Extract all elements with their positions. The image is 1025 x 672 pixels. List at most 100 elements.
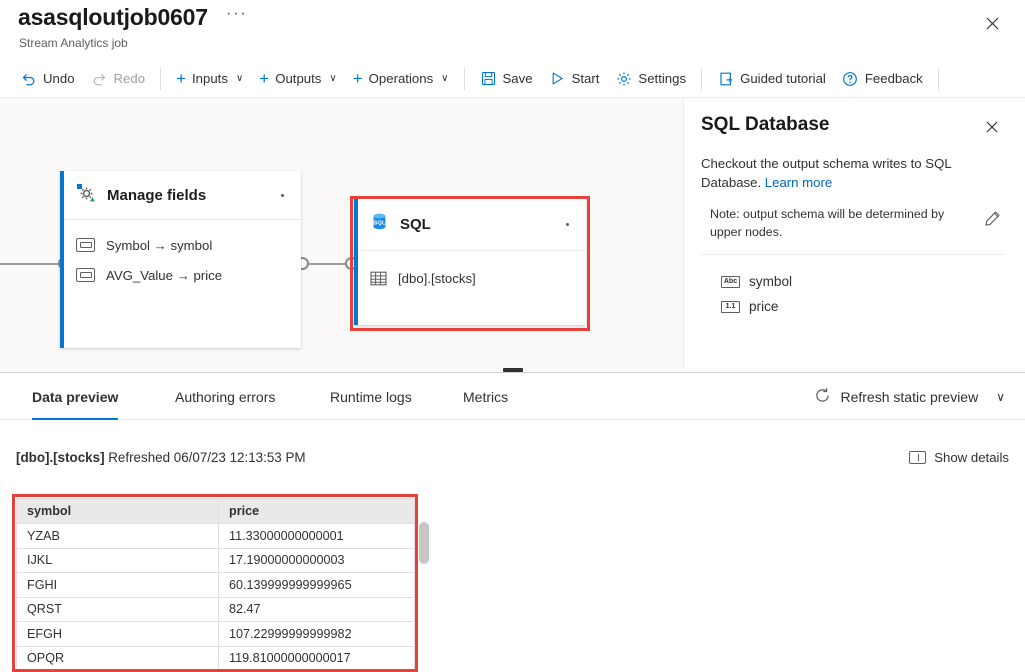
toolbar-separator (463, 67, 465, 90)
refresh-static-preview-button[interactable]: Refresh static preview ∨ (810, 381, 1009, 412)
table-header-row: symbol price (16, 498, 415, 524)
panel-close-button[interactable] (979, 114, 1005, 140)
refresh-icon (814, 387, 831, 407)
gear-icon (615, 70, 632, 87)
cell-symbol: OPQR (16, 645, 219, 671)
node-body: Symbol → symbol AVG_Value → price (60, 219, 301, 302)
cell-price: 60.139999999999965 (218, 572, 415, 598)
show-details-button[interactable]: Show details (909, 450, 1009, 465)
field-icon (76, 268, 95, 282)
edit-schema-button[interactable] (979, 205, 1005, 231)
tab-label: Data preview (32, 388, 119, 405)
question-circle-icon (842, 70, 859, 87)
job-diagram-canvas[interactable]: Manage fields Symbol → symbol AVG_Value … (0, 98, 683, 368)
more-options-button[interactable]: ··· (225, 2, 248, 22)
node-accent-bar (60, 171, 64, 348)
manage-fields-icon (76, 183, 96, 208)
table-row[interactable]: OPQR 119.81000000000017 (16, 645, 415, 671)
schema-field-label: symbol (749, 274, 793, 289)
inputs-button[interactable]: + Inputs ∨ (168, 64, 251, 94)
panel-description: Checkout the output schema writes to SQL… (701, 154, 997, 192)
panel-note-text: Note: output schema will be determined b… (710, 207, 945, 239)
page-title: asasqloutjob0607 (18, 4, 208, 30)
show-details-icon (909, 451, 927, 464)
table-row[interactable]: EFGH 107.22999999999982 (16, 621, 415, 647)
save-button[interactable]: Save (472, 64, 541, 94)
table-row[interactable]: YZAB 11.33000000000001 (16, 523, 415, 549)
close-blade-button[interactable] (977, 8, 1007, 38)
play-icon (549, 70, 566, 87)
node-header: Manage fields (60, 171, 301, 219)
guided-tutorial-button[interactable]: Guided tutorial (709, 64, 834, 94)
preview-table-name: [dbo].[stocks] (16, 450, 105, 465)
table-row[interactable]: IJKL 17.19000000000003 (16, 547, 415, 573)
float-type-icon: 1.1 (721, 300, 740, 313)
connector-line-middle (308, 263, 348, 265)
column-header-price[interactable]: price (218, 498, 415, 524)
cell-symbol: FGHI (16, 572, 219, 598)
page-subtitle: Stream Analytics job (19, 36, 128, 50)
node-sql-output[interactable]: SQL SQL [dbo].[stocks] (354, 198, 586, 325)
table-vertical-scrollbar-thumb[interactable] (419, 522, 429, 564)
toolbar-separator (937, 67, 939, 90)
table-row[interactable]: QRST 82.47 (16, 596, 415, 622)
schema-field-price[interactable]: 1.1 price (721, 294, 1005, 319)
plus-icon: + (176, 69, 186, 88)
node-more-options-button[interactable] (271, 182, 293, 208)
settings-label: Settings (638, 71, 687, 86)
tab-authoring-errors[interactable]: Authoring errors (175, 373, 275, 420)
guided-tutorial-label: Guided tutorial (740, 71, 826, 86)
node-field-row[interactable]: AVG_Value → price (76, 260, 301, 290)
outputs-label: Outputs (275, 71, 322, 86)
redo-button[interactable]: Redo (83, 64, 154, 94)
column-header-symbol[interactable]: symbol (16, 498, 219, 524)
cell-symbol: IJKL (16, 547, 219, 573)
string-type-icon: Abc (721, 275, 740, 288)
redo-label: Redo (113, 71, 146, 86)
feedback-label: Feedback (864, 71, 923, 86)
page-header: asasqloutjob0607 ··· Stream Analytics jo… (0, 0, 1025, 60)
panel-note-row: Note: output schema will be determined b… (701, 205, 1005, 255)
node-field-label: AVG_Value → price (106, 267, 223, 283)
save-icon (480, 70, 497, 87)
plus-icon: + (259, 69, 270, 88)
plus-icon: + (352, 69, 363, 88)
node-manage-fields[interactable]: Manage fields Symbol → symbol AVG_Value … (60, 171, 301, 348)
table-row[interactable]: FGHI 60.139999999999965 (16, 572, 415, 598)
data-preview-table[interactable]: symbol price YZAB 11.33000000000001 IJKL… (16, 498, 415, 672)
schema-field-label: price (749, 299, 779, 314)
operations-label: Operations (368, 71, 434, 86)
outputs-button[interactable]: + Outputs ∨ (251, 64, 344, 94)
command-bar: Undo Redo + Inputs ∨ + Outputs ∨ + Opera… (0, 60, 1025, 98)
tab-runtime-logs[interactable]: Runtime logs (330, 373, 412, 420)
tab-data-preview[interactable]: Data preview (32, 373, 119, 420)
node-title: SQL (400, 215, 431, 233)
svg-text:SQL: SQL (374, 221, 386, 227)
toolbar-separator (701, 67, 703, 90)
tutorial-icon (717, 70, 734, 87)
splitter-drag-handle[interactable] (503, 368, 523, 372)
cell-price: 11.33000000000001 (218, 523, 415, 549)
chevron-down-icon[interactable]: ∨ (996, 389, 1005, 404)
operations-button[interactable]: + Operations ∨ (345, 64, 457, 94)
canvas-panel-divider (683, 98, 684, 368)
node-table-row[interactable]: [dbo].[stocks] (370, 263, 586, 293)
cell-price: 82.47 (218, 596, 415, 622)
node-field-row[interactable]: Symbol → symbol (76, 230, 301, 260)
undo-icon (20, 70, 37, 87)
close-icon (986, 17, 998, 29)
connector-line-incoming (0, 263, 62, 265)
table-head: symbol price (16, 498, 415, 524)
schema-field-symbol[interactable]: Abc symbol (721, 269, 1005, 294)
inputs-label: Inputs (192, 71, 228, 86)
start-button[interactable]: Start (541, 64, 608, 94)
tab-metrics[interactable]: Metrics (463, 373, 508, 420)
cell-price: 119.81000000000017 (218, 645, 415, 671)
node-title: Manage fields (107, 186, 207, 204)
settings-button[interactable]: Settings (607, 64, 694, 94)
undo-button[interactable]: Undo (12, 64, 83, 94)
node-more-options-button[interactable] (556, 211, 578, 237)
feedback-button[interactable]: Feedback (834, 64, 931, 94)
learn-more-link[interactable]: Learn more (764, 175, 833, 190)
